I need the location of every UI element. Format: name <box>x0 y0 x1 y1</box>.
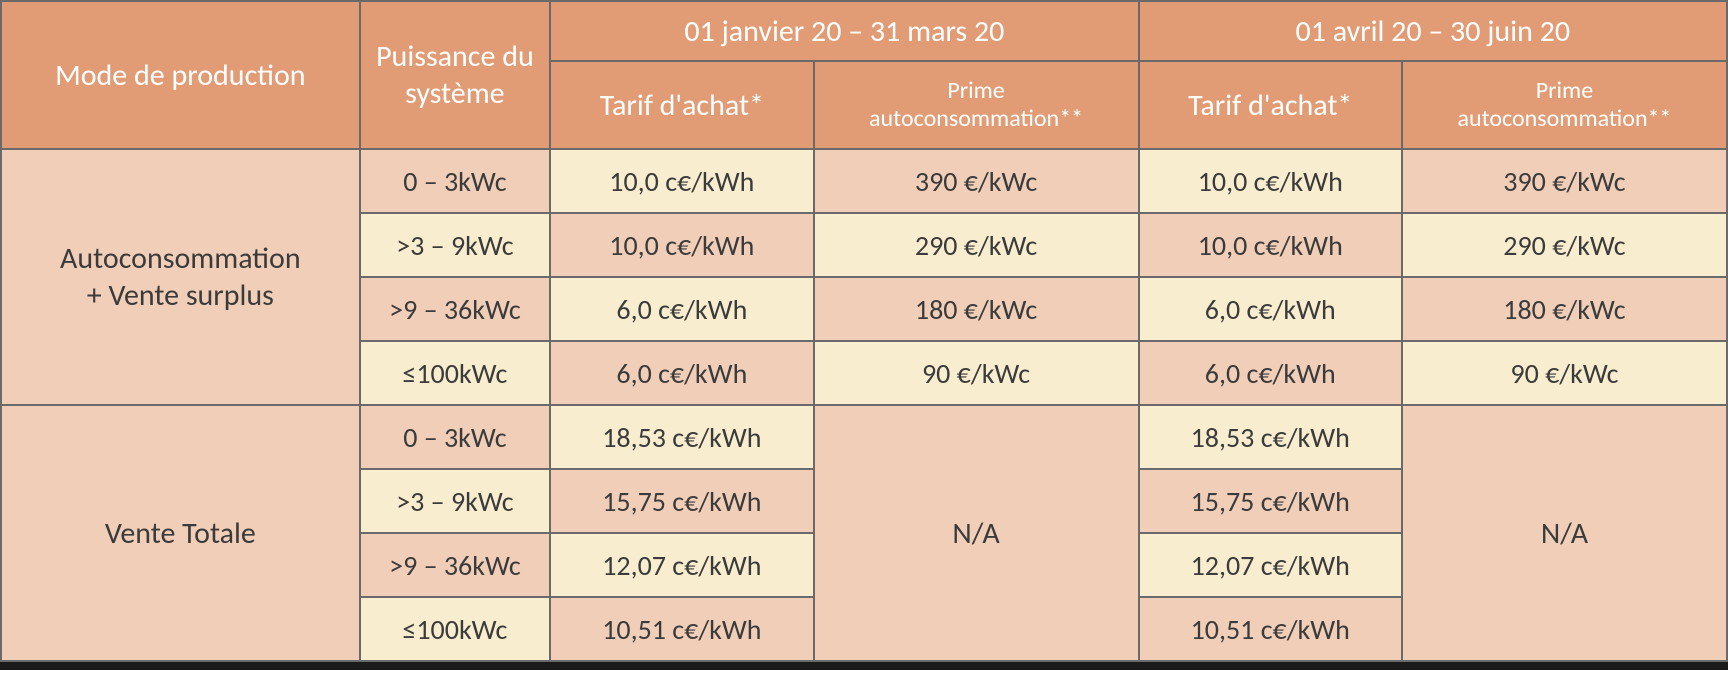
p1-tarif-cell: 10,0 c€/kWh <box>550 213 813 277</box>
header-power: Puissance du système <box>360 1 551 149</box>
mode-line2: + Vente surplus <box>87 277 274 314</box>
header-row-1: Mode de production Puissance du système … <box>1 1 1727 61</box>
p2-tarif-cell: 15,75 c€/kWh <box>1139 469 1402 533</box>
mode-line1: Autoconsommation <box>60 240 301 277</box>
prime-line1: Prime <box>947 76 1004 105</box>
power-cell: >3 – 9kWc <box>360 213 551 277</box>
power-cell: ≤100kWc <box>360 341 551 405</box>
header-p1-prime: Prime autoconsommation** <box>814 61 1139 149</box>
table-bottom-shadow <box>0 662 1728 670</box>
p1-tarif-cell: 18,53 c€/kWh <box>550 405 813 469</box>
tariff-table-container: Mode de production Puissance du système … <box>0 0 1728 670</box>
p2-tarif-cell: 6,0 c€/kWh <box>1139 341 1402 405</box>
p1-tarif-cell: 6,0 c€/kWh <box>550 341 813 405</box>
table-row: Autoconsommation + Vente surplus 0 – 3kW… <box>1 149 1727 213</box>
p1-tarif-cell: 12,07 c€/kWh <box>550 533 813 597</box>
p2-prime-na: N/A <box>1402 405 1727 661</box>
p1-tarif-cell: 15,75 c€/kWh <box>550 469 813 533</box>
mode-autoconsommation: Autoconsommation + Vente surplus <box>1 149 360 405</box>
header-p2-tarif: Tarif d'achat* <box>1139 61 1402 149</box>
p1-prime-na: N/A <box>814 405 1139 661</box>
header-p1-tarif: Tarif d'achat* <box>550 61 813 149</box>
p2-tarif-cell: 12,07 c€/kWh <box>1139 533 1402 597</box>
p2-prime-cell: 390 €/kWc <box>1402 149 1727 213</box>
p1-prime-cell: 390 €/kWc <box>814 149 1139 213</box>
p2-tarif-cell: 10,0 c€/kWh <box>1139 149 1402 213</box>
power-cell: >9 – 36kWc <box>360 533 551 597</box>
header-power-text: Puissance du système <box>376 38 534 112</box>
p1-prime-cell: 180 €/kWc <box>814 277 1139 341</box>
power-cell: 0 – 3kWc <box>360 405 551 469</box>
header-p2-prime: Prime autoconsommation** <box>1402 61 1727 149</box>
prime-line1: Prime <box>1536 76 1593 105</box>
p2-tarif-cell: 10,51 c€/kWh <box>1139 597 1402 661</box>
power-cell: 0 – 3kWc <box>360 149 551 213</box>
p2-tarif-cell: 10,0 c€/kWh <box>1139 213 1402 277</box>
header-mode: Mode de production <box>1 1 360 149</box>
p1-prime-cell: 90 €/kWc <box>814 341 1139 405</box>
mode-vente-totale: Vente Totale <box>1 405 360 661</box>
prime-line2: autoconsommation** <box>1457 104 1671 133</box>
prime-line2: autoconsommation** <box>869 104 1083 133</box>
header-period2: 01 avril 20 – 30 juin 20 <box>1139 1 1727 61</box>
tariff-table: Mode de production Puissance du système … <box>0 0 1728 662</box>
p1-tarif-cell: 10,51 c€/kWh <box>550 597 813 661</box>
p2-prime-cell: 290 €/kWc <box>1402 213 1727 277</box>
power-cell: ≤100kWc <box>360 597 551 661</box>
p1-tarif-cell: 6,0 c€/kWh <box>550 277 813 341</box>
p1-prime-cell: 290 €/kWc <box>814 213 1139 277</box>
p2-prime-cell: 90 €/kWc <box>1402 341 1727 405</box>
p2-tarif-cell: 6,0 c€/kWh <box>1139 277 1402 341</box>
p2-tarif-cell: 18,53 c€/kWh <box>1139 405 1402 469</box>
p1-tarif-cell: 10,0 c€/kWh <box>550 149 813 213</box>
header-period1: 01 janvier 20 – 31 mars 20 <box>550 1 1138 61</box>
table-row: Vente Totale 0 – 3kWc 18,53 c€/kWh N/A 1… <box>1 405 1727 469</box>
power-cell: >3 – 9kWc <box>360 469 551 533</box>
power-cell: >9 – 36kWc <box>360 277 551 341</box>
p2-prime-cell: 180 €/kWc <box>1402 277 1727 341</box>
